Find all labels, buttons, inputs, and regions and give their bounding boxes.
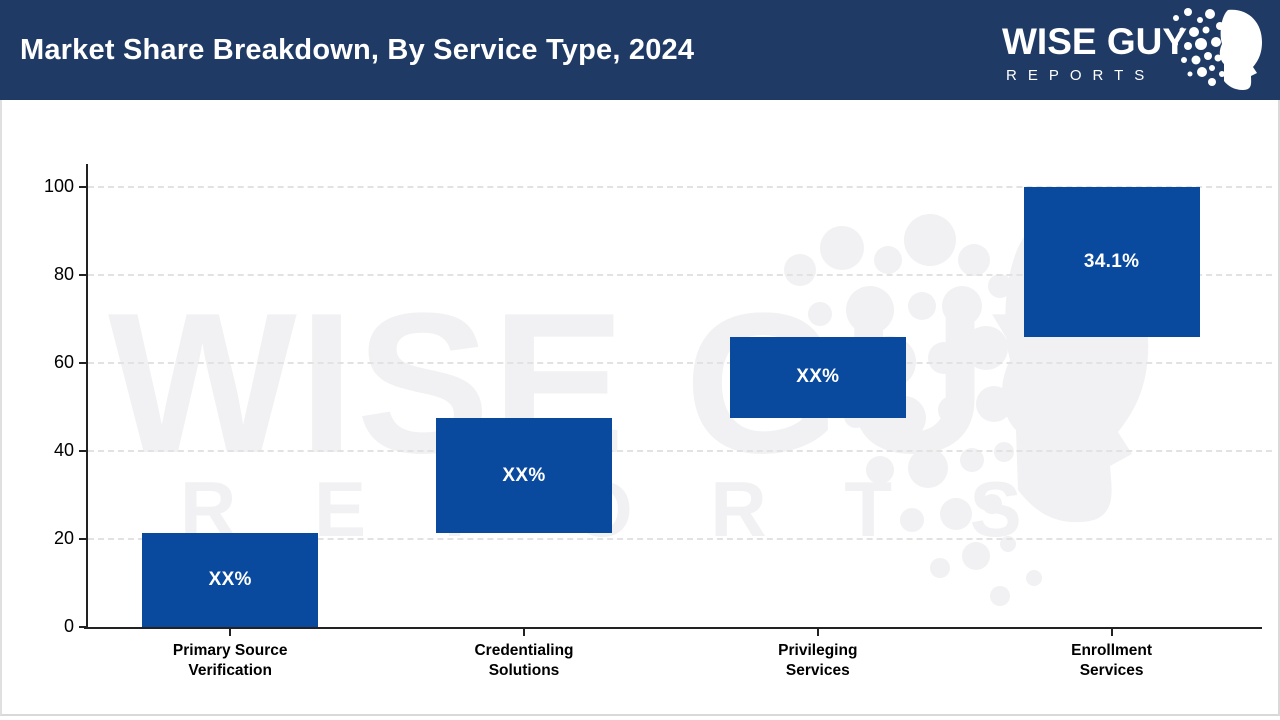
gridline-80 bbox=[88, 274, 1272, 277]
waterfall-chart: 0 20 40 60 80 100 XX% Primary Source Verificatio… bbox=[0, 100, 1280, 720]
bar-3: XX% bbox=[729, 337, 906, 418]
y-tick-label-100: 100 bbox=[43, 176, 74, 197]
x-tick-4 bbox=[1110, 629, 1113, 636]
y-tick-0 bbox=[79, 626, 86, 628]
y-tick-20 bbox=[79, 538, 86, 541]
bar-value-label-4: 34.1% bbox=[1083, 251, 1140, 273]
category-label-line: Credentialing bbox=[474, 642, 574, 659]
x-axis bbox=[84, 627, 1262, 629]
category-label-line: Primary Source bbox=[172, 642, 288, 659]
category-label-4: Enrollment Services bbox=[982, 641, 1242, 681]
x-tick-3 bbox=[816, 629, 819, 636]
bar-value-label-1: XX% bbox=[208, 569, 252, 591]
wise-guy-reports-logo: WISE GUY REPORTS bbox=[1002, 8, 1262, 91]
gridline-60 bbox=[88, 362, 1272, 365]
bar-value-label-2: XX% bbox=[502, 464, 546, 486]
logo-dot-head-icon bbox=[1173, 8, 1262, 91]
bar-1: XX% bbox=[142, 533, 319, 627]
logo-subtext: REPORTS bbox=[1006, 67, 1155, 84]
y-tick-label-60: 60 bbox=[53, 352, 74, 373]
y-tick-label-20: 20 bbox=[53, 528, 74, 549]
y-tick-100 bbox=[79, 186, 86, 189]
gridline-20 bbox=[88, 538, 1272, 541]
category-label-line: Verification bbox=[188, 662, 272, 679]
gridline-100 bbox=[88, 186, 1272, 189]
logo-wordmark: WISE GUY bbox=[1002, 21, 1187, 62]
page-title: Market Share Breakdown, By Service Type,… bbox=[20, 33, 695, 66]
header-bar: Market Share Breakdown, By Service Type,… bbox=[0, 0, 1280, 100]
category-label-3: Privileging Services bbox=[688, 641, 948, 681]
category-label-line: Solutions bbox=[488, 662, 560, 679]
y-tick-60 bbox=[79, 362, 86, 365]
category-label-line: Services bbox=[1079, 662, 1144, 679]
category-label-line: Privileging bbox=[778, 642, 858, 659]
y-tick-label-0: 0 bbox=[63, 616, 74, 636]
category-label-line: Services bbox=[785, 662, 850, 679]
category-label-1: Primary Source Verification bbox=[100, 641, 360, 681]
category-label-line: Enrollment bbox=[1071, 642, 1153, 659]
x-tick-1 bbox=[229, 629, 232, 636]
y-tick-label-80: 80 bbox=[53, 264, 74, 285]
bar-value-label-3: XX% bbox=[796, 366, 840, 388]
y-tick-40 bbox=[79, 450, 86, 453]
bar-2: XX% bbox=[436, 417, 612, 534]
bar-4: 34.1% bbox=[1023, 187, 1200, 338]
x-tick-2 bbox=[523, 629, 525, 636]
y-tick-80 bbox=[79, 274, 86, 277]
y-axis bbox=[86, 164, 88, 629]
y-tick-label-40: 40 bbox=[53, 440, 74, 461]
gridline-40 bbox=[88, 450, 1272, 453]
category-label-2: Credentialing Solutions bbox=[394, 641, 654, 681]
